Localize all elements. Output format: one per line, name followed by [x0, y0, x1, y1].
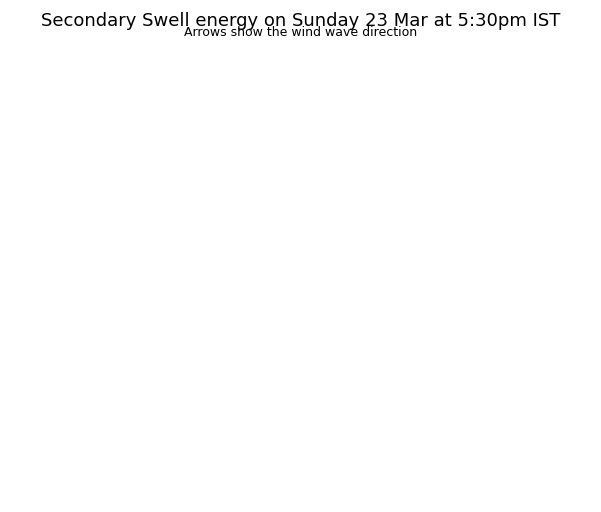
Text: Arrows show the wind wave direction: Arrows show the wind wave direction	[184, 26, 417, 39]
Text: Secondary Swell energy on Sunday 23 Mar at 5:30pm IST: Secondary Swell energy on Sunday 23 Mar …	[41, 12, 560, 30]
